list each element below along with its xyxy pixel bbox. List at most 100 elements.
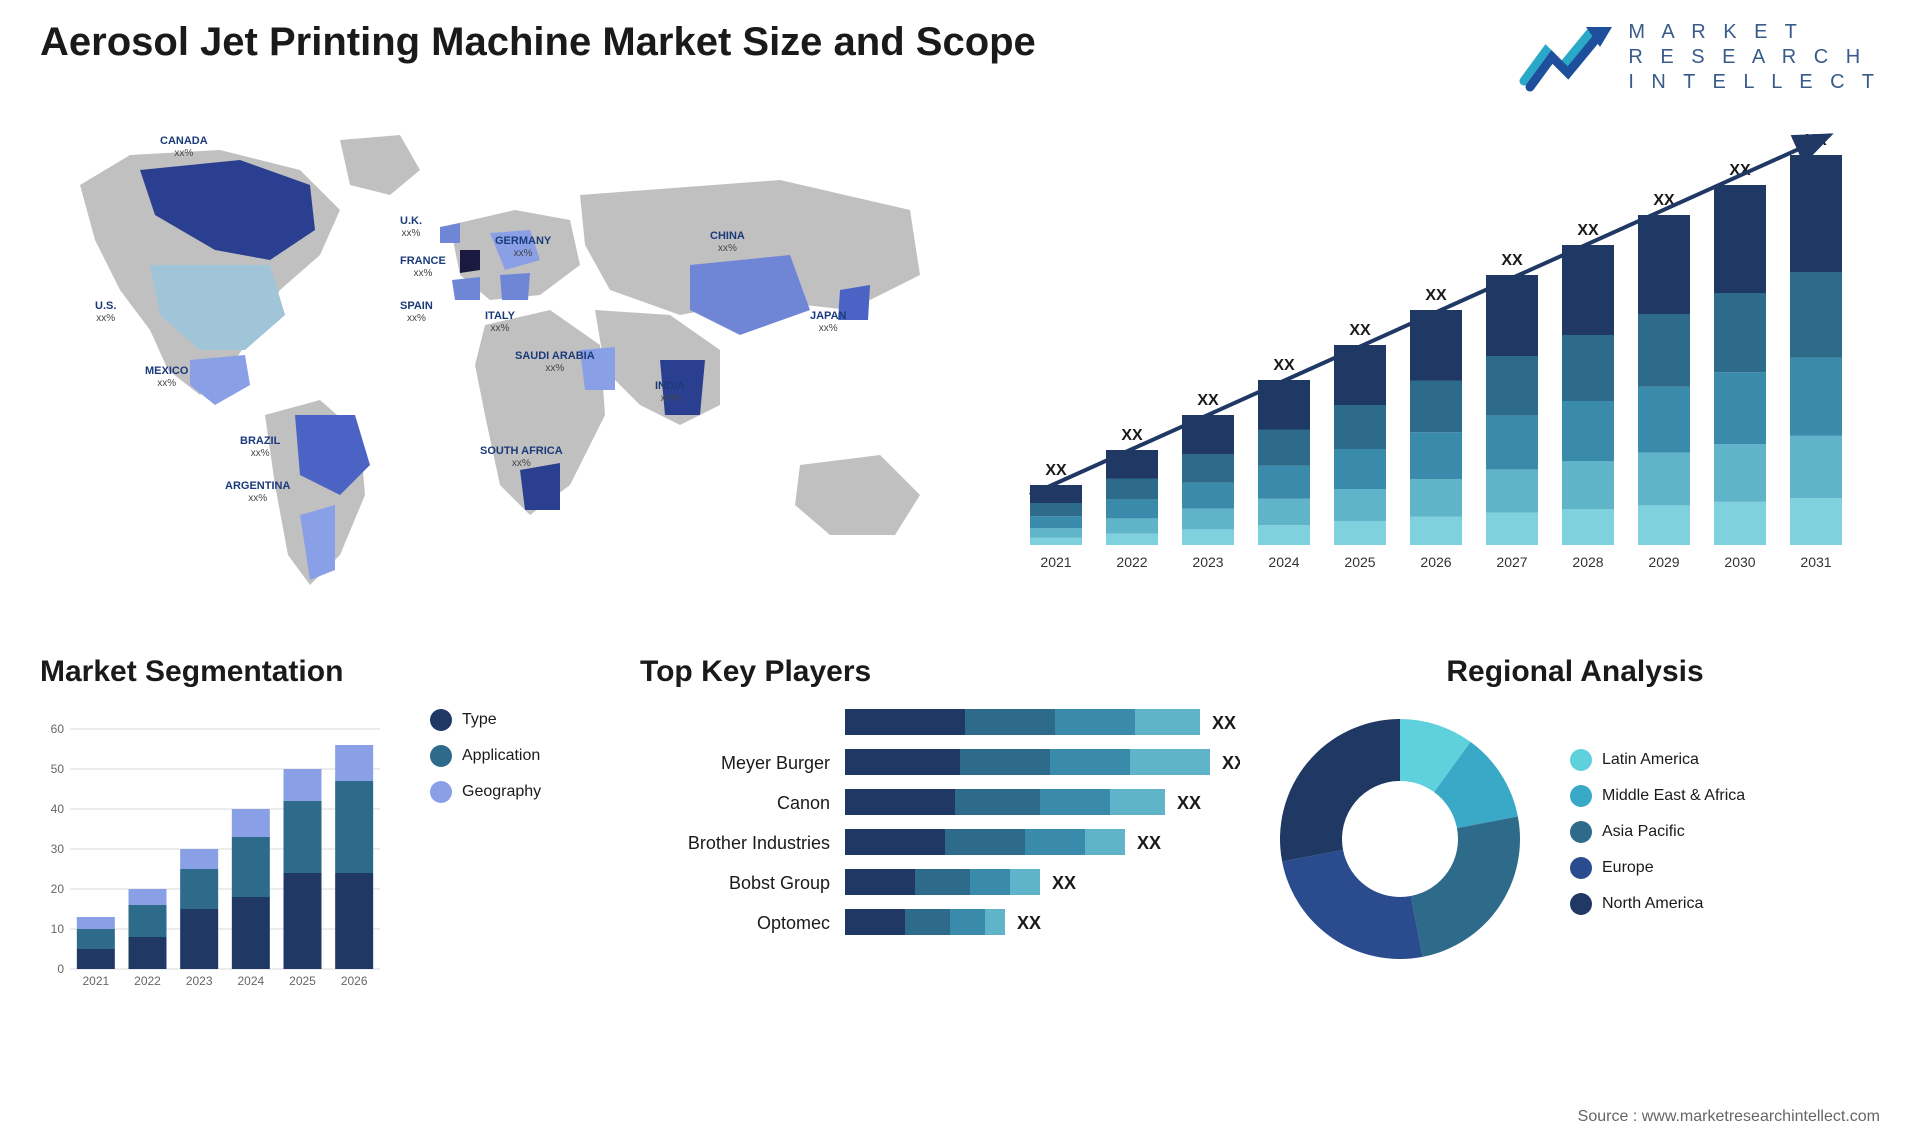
map-label-spain: SPAINxx% — [400, 300, 433, 325]
svg-text:XX: XX — [1052, 873, 1076, 893]
segmentation-legend-item: Geography — [430, 781, 541, 803]
segmentation-legend-item: Application — [430, 745, 541, 767]
legend-swatch — [1570, 893, 1592, 915]
map-label-brazil: BRAZILxx% — [240, 435, 280, 460]
world-map-panel: CANADAxx% U.S.xx% MEXICOxx% BRAZILxx% ARGENT… — [40, 115, 970, 615]
players-panel: Top Key Players XXMeyer BurgerXXCanonXXB… — [640, 655, 1240, 999]
svg-text:XX: XX — [1425, 287, 1447, 304]
segmentation-legend: Type Application Geography — [430, 709, 541, 817]
svg-text:2023: 2023 — [186, 974, 213, 988]
svg-text:30: 30 — [51, 842, 65, 856]
svg-text:2029: 2029 — [1648, 554, 1679, 570]
svg-text:XX: XX — [1197, 392, 1219, 409]
segmentation-title: Market Segmentation — [40, 655, 610, 689]
svg-text:XX: XX — [1212, 713, 1236, 733]
growth-chart-panel: XX 2021 XX 2022 XX 2023 XX 2024 XX 2025 XX 2026 XX 20… — [1000, 115, 1880, 615]
top-row: CANADAxx% U.S.xx% MEXICOxx% BRAZILxx% ARGENT… — [0, 95, 1920, 615]
svg-text:2031: 2031 — [1800, 554, 1831, 570]
brand-line3: I N T E L L E C T — [1628, 70, 1880, 95]
svg-text:2021: 2021 — [1040, 554, 1071, 570]
map-label-india: INDIAxx% — [655, 380, 685, 405]
legend-swatch — [1570, 749, 1592, 771]
map-label-saudiarabia: SAUDI ARABIAxx% — [515, 350, 595, 375]
segmentation-legend-item: Type — [430, 709, 541, 731]
header: Aerosol Jet Printing Machine Market Size… — [0, 0, 1920, 95]
svg-text:2026: 2026 — [341, 974, 368, 988]
regional-panel: Regional Analysis Latin America Middle Ea… — [1270, 655, 1880, 999]
regional-legend: Latin America Middle East & Africa Asia Pa… — [1570, 749, 1745, 929]
regional-title: Regional Analysis — [1270, 655, 1880, 689]
svg-text:2025: 2025 — [289, 974, 316, 988]
regional-legend-item: Middle East & Africa — [1570, 785, 1745, 807]
map-label-france: FRANCExx% — [400, 255, 446, 280]
map-label-italy: ITALYxx% — [485, 310, 515, 335]
page-title: Aerosol Jet Printing Machine Market Size… — [40, 20, 1036, 65]
svg-text:2028: 2028 — [1572, 554, 1603, 570]
brand-logo: M A R K E T R E S E A R C H I N T E L L … — [1516, 20, 1880, 95]
svg-text:2021: 2021 — [82, 974, 109, 988]
map-label-us: U.S.xx% — [95, 300, 116, 325]
source-footer: Source : www.marketresearchintellect.com — [1578, 1108, 1880, 1126]
legend-swatch — [1570, 821, 1592, 843]
svg-text:10: 10 — [51, 922, 65, 936]
brand-line1: M A R K E T — [1628, 20, 1880, 45]
svg-text:XX: XX — [1349, 322, 1371, 339]
svg-text:XX: XX — [1017, 913, 1041, 933]
legend-label: Middle East & Africa — [1602, 787, 1745, 805]
players-title: Top Key Players — [640, 655, 1240, 689]
growth-chart-svg: XX 2021 XX 2022 XX 2023 XX 2024 XX 2025 XX 2026 XX 20… — [1000, 115, 1870, 595]
svg-text:Optomec: Optomec — [757, 913, 830, 933]
svg-text:40: 40 — [51, 802, 65, 816]
svg-text:2026: 2026 — [1420, 554, 1451, 570]
svg-text:XX: XX — [1273, 357, 1295, 374]
segmentation-panel: Market Segmentation 0 10 20 30 40 50 60 2021 202… — [40, 655, 610, 999]
svg-text:20: 20 — [51, 882, 65, 896]
map-label-japan: JAPANxx% — [810, 310, 846, 335]
legend-label: Geography — [462, 783, 541, 801]
regional-legend-item: Latin America — [1570, 749, 1745, 771]
map-label-canada: CANADAxx% — [160, 135, 208, 160]
svg-text:2022: 2022 — [1116, 554, 1147, 570]
brand-icon — [1516, 21, 1616, 95]
map-label-germany: GERMANYxx% — [495, 235, 551, 260]
bottom-row: Market Segmentation 0 10 20 30 40 50 60 2021 202… — [0, 615, 1920, 999]
svg-text:2030: 2030 — [1724, 554, 1755, 570]
svg-text:2024: 2024 — [1268, 554, 1299, 570]
segmentation-chart-svg: 0 10 20 30 40 50 60 2021 2022 2023 2024 2025 2026 — [40, 709, 400, 999]
svg-text:0: 0 — [57, 962, 64, 976]
svg-text:60: 60 — [51, 722, 65, 736]
legend-swatch — [430, 709, 452, 731]
svg-text:XX: XX — [1577, 222, 1599, 239]
regional-legend-item: Europe — [1570, 857, 1745, 879]
legend-label: Europe — [1602, 859, 1654, 877]
svg-text:2024: 2024 — [237, 974, 264, 988]
svg-text:Brother Industries: Brother Industries — [688, 833, 830, 853]
players-chart-svg: XXMeyer BurgerXXCanonXXBrother Industrie… — [640, 709, 1240, 979]
svg-text:2027: 2027 — [1496, 554, 1527, 570]
svg-text:XX: XX — [1177, 793, 1201, 813]
regional-legend-item: Asia Pacific — [1570, 821, 1745, 843]
svg-text:Bobst Group: Bobst Group — [729, 873, 830, 893]
svg-text:XX: XX — [1045, 462, 1067, 479]
regional-legend-item: North America — [1570, 893, 1745, 915]
regional-donut-svg — [1270, 709, 1530, 969]
map-label-southafrica: SOUTH AFRICAxx% — [480, 445, 563, 470]
map-label-uk: U.K.xx% — [400, 215, 422, 240]
svg-text:2025: 2025 — [1344, 554, 1375, 570]
legend-label: North America — [1602, 895, 1703, 913]
svg-text:2023: 2023 — [1192, 554, 1223, 570]
svg-text:50: 50 — [51, 762, 65, 776]
svg-text:XX: XX — [1222, 753, 1240, 773]
svg-text:XX: XX — [1137, 833, 1161, 853]
svg-text:2022: 2022 — [134, 974, 161, 988]
legend-swatch — [430, 745, 452, 767]
map-label-china: CHINAxx% — [710, 230, 745, 255]
svg-text:XX: XX — [1501, 252, 1523, 269]
legend-label: Type — [462, 711, 497, 729]
legend-swatch — [1570, 857, 1592, 879]
map-label-argentina: ARGENTINAxx% — [225, 480, 290, 505]
legend-label: Latin America — [1602, 751, 1699, 769]
legend-label: Application — [462, 747, 540, 765]
svg-text:Canon: Canon — [777, 793, 830, 813]
map-label-mexico: MEXICOxx% — [145, 365, 188, 390]
